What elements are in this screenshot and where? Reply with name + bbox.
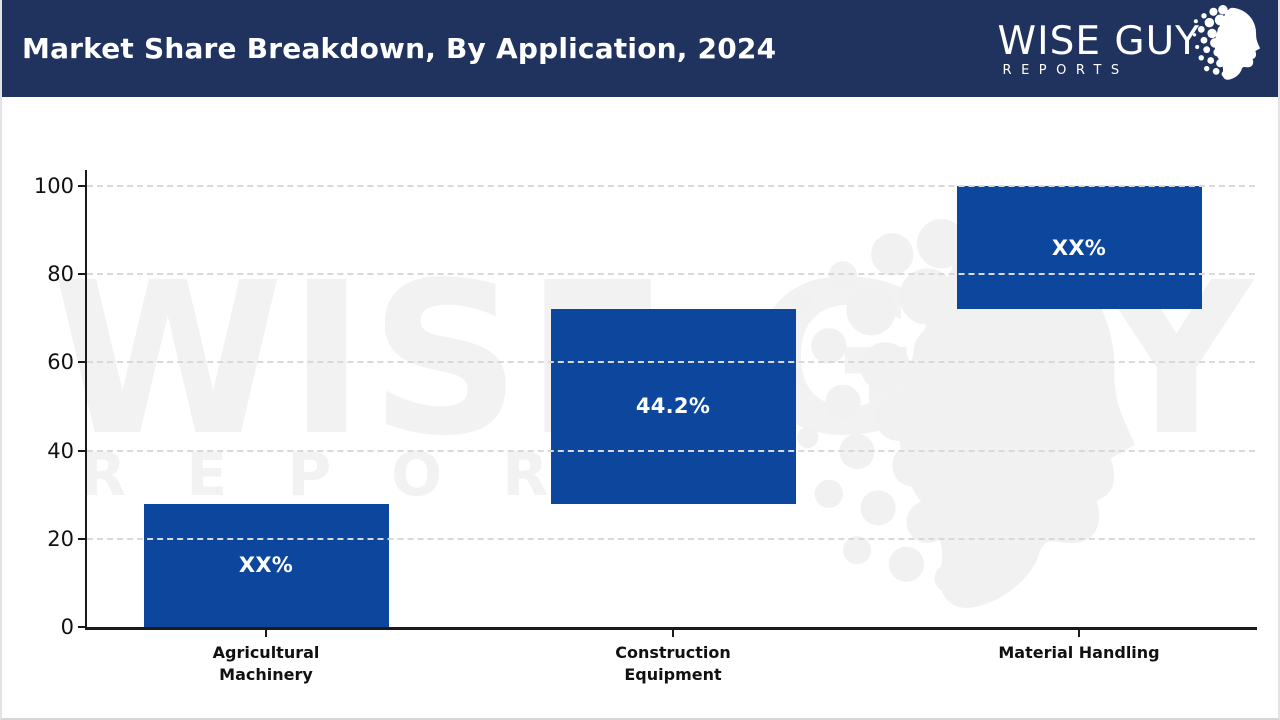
category-label: Construction Equipment bbox=[615, 643, 731, 684]
x-tick-mark bbox=[1078, 630, 1080, 637]
y-tick-mark bbox=[78, 361, 87, 364]
logo-face-icon bbox=[1192, 5, 1261, 80]
y-tick-mark bbox=[78, 537, 87, 540]
y-tick-label: 20 bbox=[47, 526, 74, 551]
gridline bbox=[87, 449, 1255, 452]
y-axis-line bbox=[85, 170, 87, 630]
bar-value-label: XX% bbox=[238, 553, 294, 578]
bar-value-label: XX% bbox=[1051, 235, 1107, 260]
x-tick-mark bbox=[265, 630, 267, 637]
bar-0: XX% bbox=[143, 503, 389, 627]
brand-logo: WISE GUY REPORTS bbox=[998, 4, 1272, 94]
gridline bbox=[87, 185, 1255, 187]
bar-value-label: 44.2% bbox=[635, 394, 711, 419]
y-tick-label: 100 bbox=[33, 174, 74, 198]
x-axis-line bbox=[85, 627, 1257, 630]
logo-wordmark: WISE GUY REPORTS bbox=[998, 22, 1200, 77]
y-tick-label: 80 bbox=[47, 262, 74, 287]
logo-line2: REPORTS bbox=[1002, 62, 1129, 78]
y-tick-mark bbox=[78, 449, 87, 452]
y-tick-mark bbox=[78, 185, 87, 187]
category-label: Material Handling bbox=[998, 643, 1160, 662]
plot: 0 20 40 60 80 100 XX% Agricultural Machinery 44.… bbox=[34, 170, 1257, 684]
logo-line1: WISE GUY bbox=[997, 18, 1200, 64]
x-tick-mark bbox=[672, 630, 674, 637]
header: Market Share Breakdown, By Application, … bbox=[2, 0, 1278, 97]
y-tick-mark bbox=[78, 273, 87, 276]
gridline bbox=[87, 273, 1255, 276]
y-tick-label: 0 bbox=[60, 615, 74, 639]
y-tick-mark bbox=[78, 626, 87, 628]
bar-2: XX% bbox=[956, 186, 1202, 310]
gridline bbox=[87, 361, 1255, 364]
bar-1: 44.2% bbox=[550, 309, 796, 504]
y-tick-label: 40 bbox=[47, 438, 74, 463]
gridline bbox=[87, 537, 1255, 540]
y-tick-label: 60 bbox=[47, 350, 74, 375]
chart-area: WISE GUY REPORTS 0 20 40 6 bbox=[2, 97, 1278, 718]
category-label: Agricultural Machinery bbox=[212, 643, 320, 684]
page-title: Market Share Breakdown, By Application, … bbox=[22, 32, 777, 65]
